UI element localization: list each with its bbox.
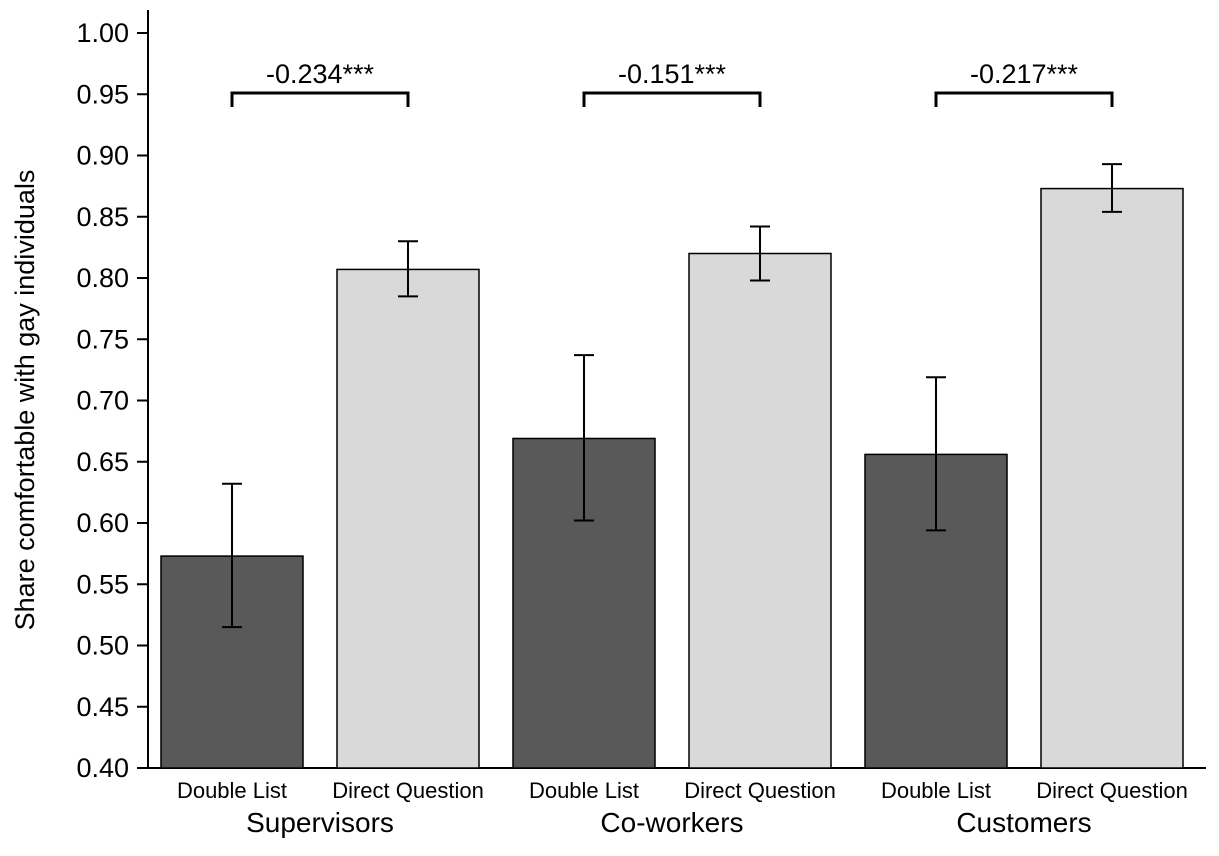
x-tick-label: Double List bbox=[177, 778, 287, 803]
y-tick-label: 1.00 bbox=[76, 18, 129, 48]
bar bbox=[1040, 187, 1184, 769]
bar bbox=[336, 268, 480, 769]
x-tick-label: Direct Question bbox=[1036, 778, 1188, 803]
y-tick-label: 0.95 bbox=[76, 79, 129, 109]
y-tick-label: 0.85 bbox=[76, 202, 129, 232]
diff-bracket bbox=[582, 91, 762, 107]
diff-label: -0.234*** bbox=[266, 59, 375, 89]
y-tick-label: 0.45 bbox=[76, 692, 129, 722]
group-label: Supervisors bbox=[246, 807, 394, 838]
group-label: Customers bbox=[956, 807, 1091, 838]
y-tick-label: 0.60 bbox=[76, 508, 129, 538]
y-tick-label: 0.90 bbox=[76, 141, 129, 171]
diff-bracket bbox=[230, 91, 410, 107]
x-tick-label: Direct Question bbox=[332, 778, 484, 803]
x-tick-label: Double List bbox=[529, 778, 639, 803]
y-tick-label: 0.70 bbox=[76, 386, 129, 416]
group-label: Co-workers bbox=[600, 807, 743, 838]
y-tick-label: 0.65 bbox=[76, 447, 129, 477]
diff-label: -0.151*** bbox=[618, 59, 727, 89]
y-axis-title: Share comfortable with gay individuals bbox=[10, 170, 40, 631]
x-tick-label: Double List bbox=[881, 778, 991, 803]
y-tick-label: 0.50 bbox=[76, 631, 129, 661]
y-tick-label: 0.55 bbox=[76, 569, 129, 599]
y-tick-label: 0.75 bbox=[76, 324, 129, 354]
diff-label: -0.217*** bbox=[970, 59, 1079, 89]
y-tick-label: 0.40 bbox=[76, 753, 129, 783]
diff-bracket bbox=[934, 91, 1114, 107]
bar bbox=[688, 252, 832, 769]
x-tick-label: Direct Question bbox=[684, 778, 836, 803]
y-tick-label: 0.80 bbox=[76, 263, 129, 293]
